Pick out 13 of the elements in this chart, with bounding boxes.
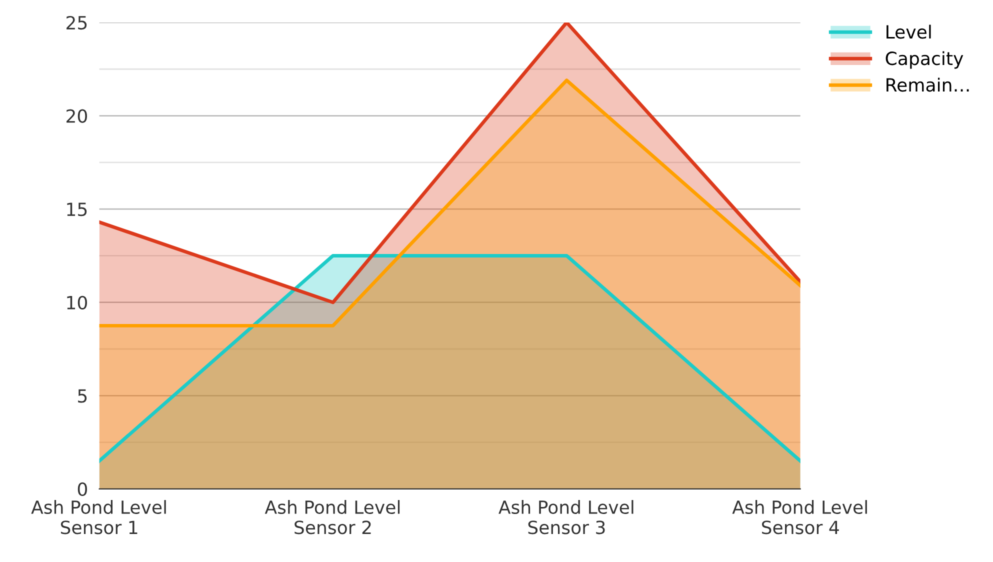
y-tick-label: 15 [67, 202, 87, 216]
y-tick-label: 20 [66, 109, 87, 123]
y-tick-label: 10 [67, 296, 87, 310]
x-tick-label: Ash Pond Level Sensor 4 [732, 500, 867, 534]
x-tick-label: Ash Pond Level Sensor 1 [31, 500, 166, 534]
legend-label: Capacity [886, 51, 964, 69]
x-tick-label: Ash Pond Level Sensor 3 [498, 500, 634, 534]
y-tick-label: 0 [78, 482, 87, 496]
y-tick-label: 5 [78, 389, 87, 403]
y-tick-label: 25 [66, 16, 87, 30]
x-tick-label: Ash Pond Level Sensor 2 [264, 500, 400, 534]
legend-label: Remain… [886, 78, 969, 92]
legend-label: Level [886, 24, 931, 39]
